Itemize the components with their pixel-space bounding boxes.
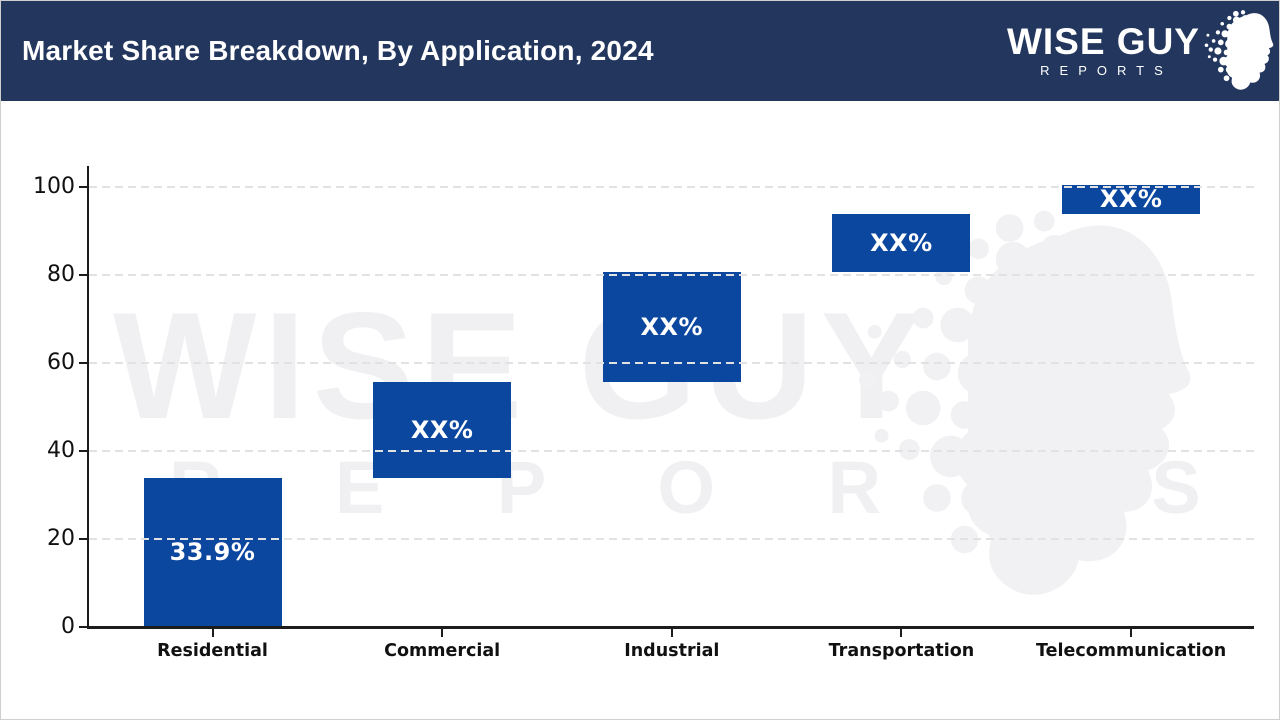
- x-category-label: Transportation: [828, 641, 975, 661]
- x-tick-mark: [1130, 629, 1133, 637]
- x-category-label: Commercial: [384, 641, 501, 661]
- y-tick-mark: [79, 362, 87, 364]
- bar-segment: [143, 477, 282, 627]
- x-category-label: Industrial: [624, 641, 720, 661]
- bar-value-label: XX%: [870, 228, 933, 257]
- y-tick-label: 80: [47, 262, 75, 287]
- x-axis-line: [87, 626, 1254, 629]
- y-axis-line: [87, 166, 89, 628]
- logo-subtext: REPORTS: [1040, 63, 1173, 78]
- y-tick-label: 0: [61, 614, 75, 639]
- y-tick-mark: [79, 450, 87, 452]
- page-title: Market Share Breakdown, By Application, …: [22, 34, 654, 66]
- y-tick-label: 60: [47, 350, 75, 375]
- gridline: [89, 186, 1254, 188]
- bar-segment: [1062, 184, 1201, 214]
- bar-value-label: XX%: [1099, 185, 1163, 214]
- y-tick-mark: [79, 538, 87, 540]
- header: Market Share Breakdown, By Application, …: [1, 1, 1279, 101]
- x-category-label: Residential: [157, 641, 268, 661]
- x-tick-mark: [900, 629, 903, 637]
- logo-wordmark: WISE GUY: [1006, 21, 1200, 62]
- y-tick-label: 40: [47, 438, 75, 463]
- x-tick-mark: [211, 629, 214, 637]
- y-tick-label: 100: [33, 174, 75, 199]
- y-tick-mark: [79, 626, 87, 628]
- bar-segment: [373, 382, 512, 478]
- gridline: [89, 450, 1254, 452]
- gridline: [89, 274, 1254, 276]
- y-tick-label: 20: [47, 526, 75, 551]
- x-tick-mark: [441, 629, 444, 637]
- bar-value-label: XX%: [640, 313, 704, 342]
- x-tick-mark: [670, 629, 673, 637]
- bar-value-label: XX%: [410, 416, 474, 445]
- x-category-label: Telecommunication: [1036, 641, 1227, 661]
- bar-value-label: 33.9%: [169, 538, 256, 567]
- gridline: [89, 362, 1254, 364]
- gridline: [89, 538, 1254, 540]
- y-tick-mark: [79, 186, 87, 188]
- y-tick-mark: [79, 274, 87, 276]
- wise-guy-reports-logo: WISE GUY REPORTS: [1006, 8, 1279, 94]
